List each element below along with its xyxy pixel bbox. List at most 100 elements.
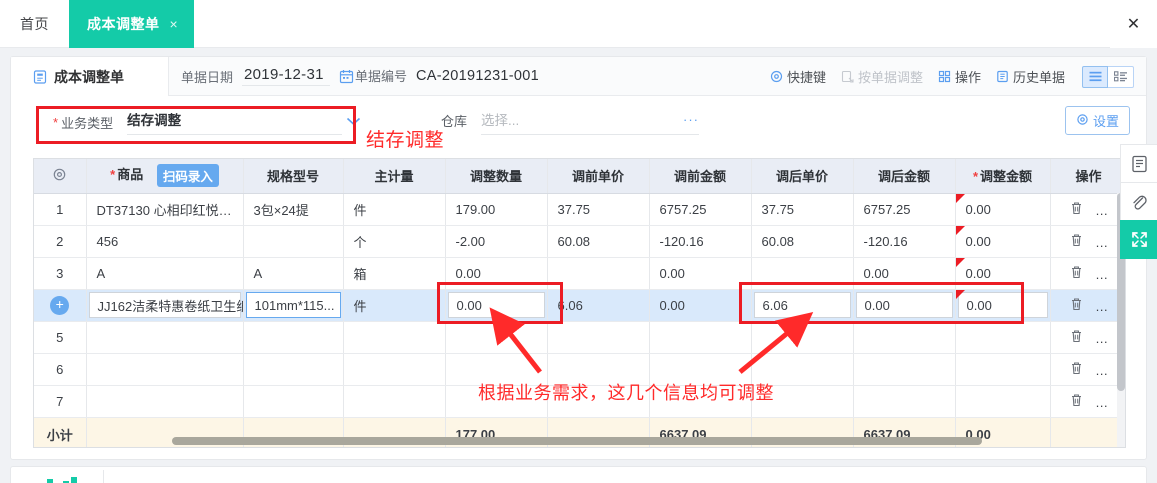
- cell-post-price[interactable]: 6.06: [751, 289, 854, 322]
- cell-spec[interactable]: [243, 353, 344, 386]
- cell-adj-amount[interactable]: 0.00: [955, 257, 1051, 290]
- cell-pre-price[interactable]: [547, 353, 650, 386]
- post-price-editor[interactable]: 6.06: [753, 292, 851, 318]
- cell-unit[interactable]: 箱: [343, 257, 446, 290]
- vertical-scroll-thumb[interactable]: [1117, 193, 1125, 391]
- cell-adj-qty[interactable]: 0.00: [445, 289, 548, 322]
- cell-adj-amount[interactable]: [955, 353, 1051, 386]
- add-row-button[interactable]: +: [34, 289, 87, 322]
- table-row[interactable]: 2 456 个 -2.00 60.08 -120.16 60.08 -120.1…: [34, 225, 1125, 258]
- scan-entry-button[interactable]: 扫码录入: [156, 164, 219, 188]
- table-row[interactable]: 7: [34, 385, 1125, 418]
- card-view-icon[interactable]: [1108, 65, 1134, 88]
- business-type-value[interactable]: 结存调整: [127, 109, 342, 135]
- cell-spec[interactable]: A: [243, 257, 344, 290]
- table-row[interactable]: 1 DT37130 心相印红悦系... 3包×24提 件 179.00 37.7…: [34, 193, 1125, 226]
- trash-icon[interactable]: [1070, 329, 1083, 346]
- toolbar-adjust-by-doc[interactable]: 按单据调整: [841, 67, 923, 86]
- cell-adj-amount[interactable]: 0.00: [955, 193, 1051, 226]
- cell-adj-qty[interactable]: [445, 385, 548, 418]
- adj-amount-editor[interactable]: 0.00: [957, 292, 1048, 318]
- cell-post-price[interactable]: 60.08: [751, 225, 854, 258]
- business-type-field[interactable]: * 业务类型 结存调整: [53, 105, 361, 139]
- cell-adj-qty[interactable]: -2.00: [445, 225, 548, 258]
- cell-unit[interactable]: 件: [343, 193, 446, 226]
- toolbar-history[interactable]: 历史单据: [996, 67, 1065, 86]
- trash-icon[interactable]: [1070, 265, 1083, 282]
- cell-adj-qty[interactable]: [445, 321, 548, 354]
- cell-unit[interactable]: 件: [343, 289, 446, 322]
- plus-icon[interactable]: +: [50, 295, 70, 315]
- cell-pre-price[interactable]: 60.08: [547, 225, 650, 258]
- cell-adj-qty[interactable]: 0.00: [445, 257, 548, 290]
- copy-add-icon[interactable]: [1104, 201, 1118, 218]
- tab-home[interactable]: 首页: [0, 0, 69, 48]
- cell-product[interactable]: JJ162洁柔特惠卷纸卫生纸: [86, 289, 244, 322]
- cell-product[interactable]: [86, 385, 244, 418]
- attachment-icon[interactable]: [1120, 182, 1157, 221]
- cell-post-price[interactable]: [751, 385, 854, 418]
- cell-post-price[interactable]: [751, 353, 854, 386]
- cell-pre-price[interactable]: 6.06: [547, 289, 650, 322]
- cell-adj-amount[interactable]: [955, 321, 1051, 354]
- cell-post-price[interactable]: 37.75: [751, 193, 854, 226]
- table-row[interactable]: 3 A A 箱 0.00 0.00 0.00 0.00: [34, 257, 1125, 290]
- cell-adj-amount[interactable]: 0.00: [955, 289, 1051, 322]
- doc-date-field[interactable]: 单据日期 2019-12-31: [181, 66, 354, 86]
- calendar-icon[interactable]: [339, 69, 354, 84]
- copy-add-icon[interactable]: [1104, 233, 1118, 250]
- cell-pre-price[interactable]: [547, 385, 650, 418]
- cell-adj-qty[interactable]: 179.00: [445, 193, 548, 226]
- trash-icon[interactable]: [1070, 361, 1083, 378]
- spec-editor[interactable]: 101mm*115...: [245, 292, 341, 318]
- cell-unit[interactable]: [343, 321, 446, 354]
- trash-icon[interactable]: [1070, 297, 1083, 314]
- cell-spec[interactable]: [243, 385, 344, 418]
- table-row[interactable]: 6: [34, 353, 1125, 386]
- warehouse-field[interactable]: 仓库 选择... ···: [441, 109, 699, 135]
- horizontal-scroll-thumb[interactable]: [172, 437, 982, 445]
- cell-pre-price[interactable]: [547, 257, 650, 290]
- cell-adj-amount[interactable]: 0.00: [955, 225, 1051, 258]
- cell-adj-qty[interactable]: [445, 353, 548, 386]
- adj-qty-editor[interactable]: 0.00: [447, 292, 545, 318]
- cell-spec[interactable]: 101mm*115...: [243, 289, 344, 322]
- cell-unit[interactable]: 个: [343, 225, 446, 258]
- cell-pre-price[interactable]: [547, 321, 650, 354]
- column-settings-icon[interactable]: [34, 159, 87, 194]
- cell-adj-amount[interactable]: [955, 385, 1051, 418]
- cell-pre-price[interactable]: 37.75: [547, 193, 650, 226]
- table-row-active[interactable]: + JJ162洁柔特惠卷纸卫生纸 101mm*115... 件: [34, 289, 1125, 322]
- chevron-down-icon[interactable]: [346, 115, 361, 129]
- cell-product[interactable]: A: [86, 257, 244, 290]
- list-view-icon[interactable]: [1082, 65, 1108, 88]
- cell-post-price[interactable]: [751, 321, 854, 354]
- cell-product[interactable]: 456: [86, 225, 244, 258]
- cell-unit[interactable]: [343, 385, 446, 418]
- window-close-icon[interactable]: ✕: [1110, 0, 1157, 48]
- table-horizontal-scrollbar[interactable]: [172, 437, 1052, 445]
- cell-post-price[interactable]: [751, 257, 854, 290]
- table-row[interactable]: 5: [34, 321, 1125, 354]
- trash-icon[interactable]: [1070, 233, 1083, 250]
- post-amount-editor[interactable]: 0.00: [855, 292, 953, 318]
- cell-unit[interactable]: [343, 353, 446, 386]
- cell-product[interactable]: DT37130 心相印红悦系...: [86, 193, 244, 226]
- cell-product[interactable]: [86, 321, 244, 354]
- note-icon[interactable]: [1120, 144, 1157, 183]
- cell-product[interactable]: [86, 353, 244, 386]
- warehouse-more-icon[interactable]: ···: [683, 111, 699, 127]
- trash-icon[interactable]: [1070, 393, 1083, 410]
- cell-spec[interactable]: [243, 225, 344, 258]
- cell-spec[interactable]: [243, 321, 344, 354]
- doc-date-value[interactable]: 2019-12-31: [242, 66, 331, 86]
- expand-icon[interactable]: [1120, 220, 1157, 259]
- close-icon[interactable]: ×: [169, 16, 179, 32]
- cell-post-amount[interactable]: 0.00: [853, 289, 956, 322]
- toolbar-shortcut[interactable]: 快捷键: [770, 67, 826, 86]
- settings-button[interactable]: 设置: [1064, 106, 1130, 135]
- trash-icon[interactable]: [1070, 201, 1083, 218]
- toolbar-operations[interactable]: 操作: [938, 67, 981, 86]
- table-vertical-scrollbar[interactable]: [1117, 193, 1125, 447]
- product-editor[interactable]: JJ162洁柔特惠卷纸卫生纸: [88, 292, 242, 318]
